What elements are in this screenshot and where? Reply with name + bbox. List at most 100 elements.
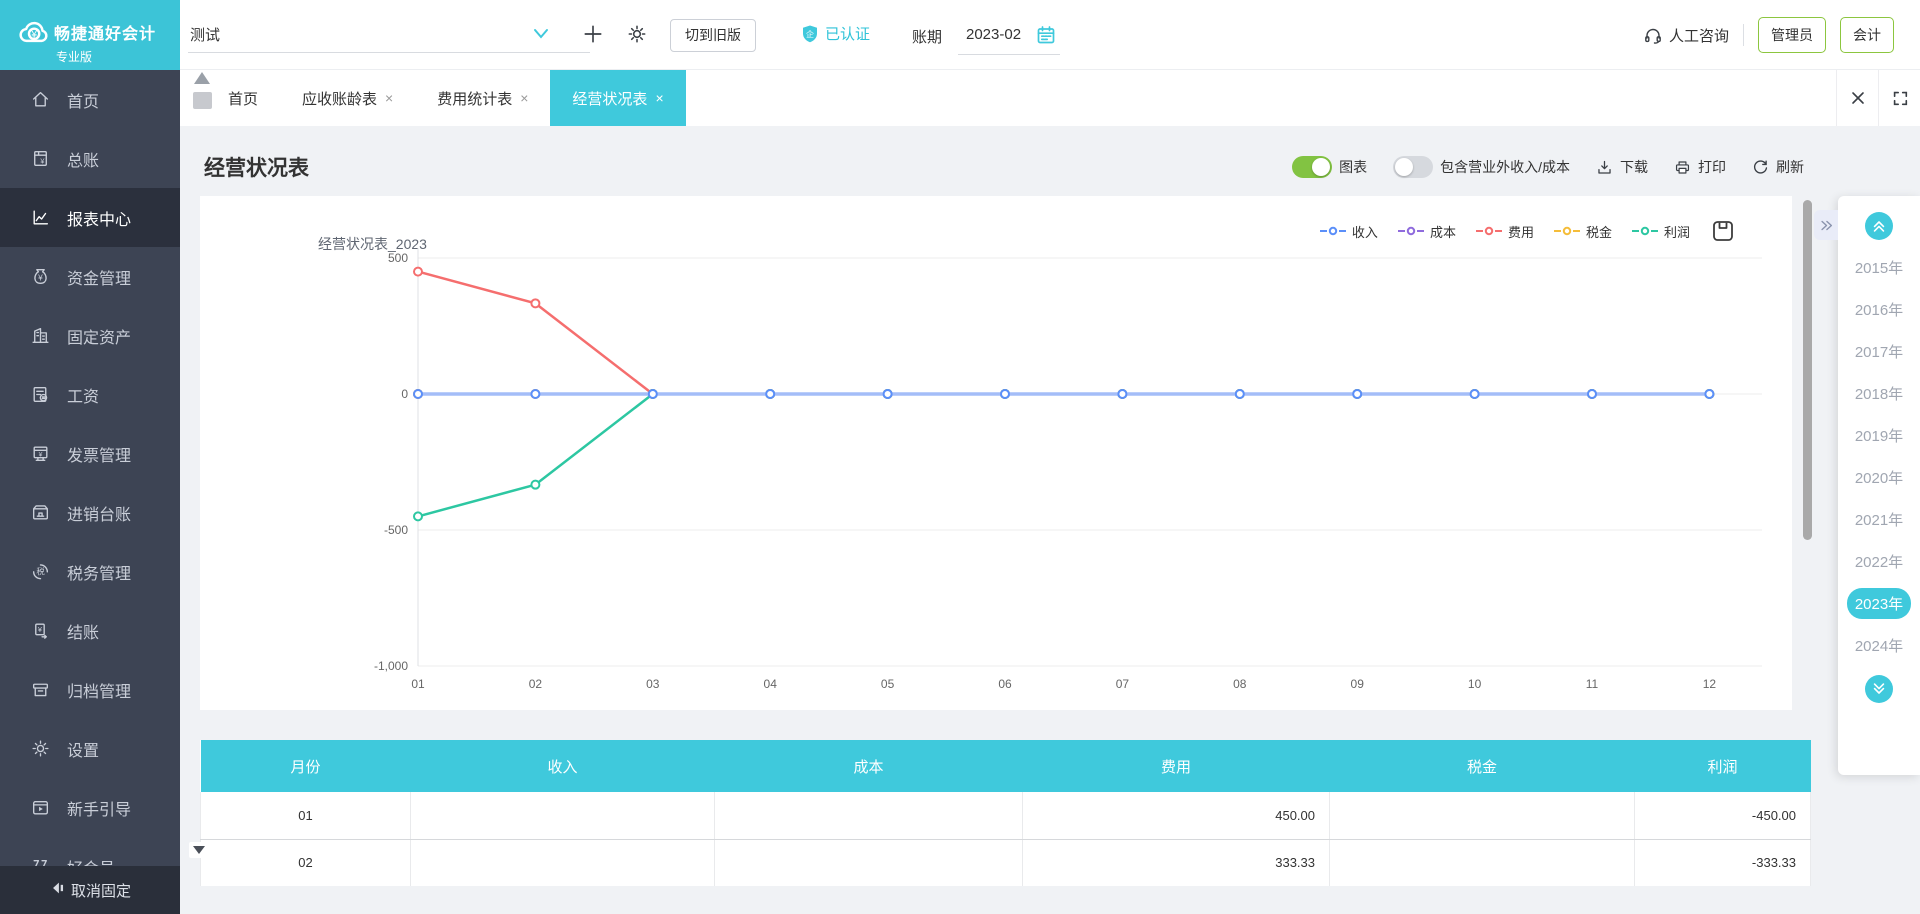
download-button[interactable]: 下载 [1596, 157, 1648, 177]
year-item-2018年[interactable]: 2018年 [1838, 372, 1920, 414]
year-item-2023年[interactable]: 2023年 [1838, 582, 1920, 624]
sidebar-item-资金管理[interactable]: ¥ 资金管理 [0, 247, 180, 306]
period-underline [958, 54, 1060, 55]
year-item-2019年[interactable]: 2019年 [1838, 414, 1920, 456]
tab-费用统计表[interactable]: 费用统计表 × [415, 70, 550, 126]
include-toggle-switch[interactable] [1393, 156, 1434, 178]
save-as-image-button[interactable] [1712, 220, 1734, 242]
svg-text:0: 0 [401, 387, 408, 401]
chevron-down-icon[interactable] [532, 27, 550, 46]
svg-text:税: 税 [36, 566, 45, 576]
app-edition: 专业版 [56, 50, 93, 64]
sidebar-item-label: 归档管理 [67, 683, 132, 701]
print-button[interactable]: 打印 [1674, 157, 1726, 177]
accountant-role-button[interactable]: 会计 [1840, 17, 1894, 53]
closing-icon: ¥ [30, 620, 51, 641]
year-item-2022年[interactable]: 2022年 [1838, 540, 1920, 582]
year-item-2020年[interactable]: 2020年 [1838, 456, 1920, 498]
sidebar-item-首页[interactable]: 首页 [0, 70, 180, 129]
page-title: 经营状况表 [204, 157, 309, 180]
table-cell: -450.00 [1634, 792, 1811, 840]
year-item-2017年[interactable]: 2017年 [1838, 330, 1920, 372]
period-value[interactable]: 2023-02 [966, 26, 1022, 43]
add-account-icon[interactable] [582, 23, 604, 50]
tab-经营状况表[interactable]: 经营状况表 × [550, 70, 686, 126]
sidebar-item-label: 新手引导 [67, 801, 132, 819]
certified-badge[interactable]: 企 已认证 [800, 23, 870, 44]
sidebar-item-发票管理[interactable]: ¥ 发票管理 [0, 424, 180, 483]
tab-应收账龄表[interactable]: 应收账龄表 × [280, 70, 415, 126]
legend-marker [1397, 226, 1424, 236]
table-row: 02 333.33 -333.33 [200, 839, 1811, 886]
sidebar-item-设置[interactable]: 设置 [0, 719, 180, 778]
include-nonoperating-toggle[interactable]: 包含营业外收入/成本 [1393, 156, 1570, 178]
sidebar-item-label: 资金管理 [67, 270, 132, 288]
sidebar-nav: 首页 ¥ 总账 报表中心 ¥ 资金管理 固定资产 工资 ¥ 发票管理 进销台账税 税务管理 ¥ 结账 归档管… [0, 70, 180, 866]
legend-item-费用[interactable]: 费用 [1475, 222, 1534, 241]
year-item-2016年[interactable]: 2016年 [1838, 288, 1920, 330]
double-chevron-up-icon [1873, 221, 1885, 232]
tab-close-icon[interactable]: × [385, 90, 394, 106]
printer-icon [1675, 160, 1690, 174]
admin-role-button[interactable]: 管理员 [1758, 17, 1826, 53]
years-scroll-down-button[interactable] [1865, 675, 1893, 703]
sidebar-scroll-thumb[interactable] [193, 92, 212, 109]
download-icon [1598, 160, 1611, 174]
legend-item-收入[interactable]: 收入 [1319, 222, 1378, 241]
support-link[interactable]: 人工咨询 [1643, 25, 1729, 46]
sidebar-scroll-up-arrow[interactable] [194, 72, 210, 84]
gear-icon[interactable] [626, 23, 648, 50]
years-scroll-up-button[interactable] [1865, 212, 1893, 240]
sidebar-item-好会员[interactable]: 好会员 [0, 837, 180, 866]
table-col-成本: 成本 [714, 740, 1023, 792]
calendar-icon[interactable] [1036, 25, 1056, 50]
table-cell [714, 792, 1023, 840]
year-item-2021年[interactable]: 2021年 [1838, 498, 1920, 540]
report-center-icon [30, 207, 51, 228]
sidebar-item-总账[interactable]: ¥ 总账 [0, 129, 180, 188]
unpin-sidebar-button[interactable]: 取消固定 [0, 866, 180, 914]
refresh-button[interactable]: 刷新 [1752, 157, 1804, 177]
year-label: 2019年 [1854, 427, 1904, 445]
tab-首页[interactable]: 首页 [206, 70, 280, 126]
chart-toggle[interactable]: 图表 [1292, 156, 1367, 178]
tab-close-icon[interactable]: × [520, 90, 529, 106]
legend-marker [1475, 226, 1502, 236]
sidebar-item-税务管理[interactable]: 税 税务管理 [0, 542, 180, 601]
fullscreen-button[interactable] [1878, 70, 1920, 126]
content-scrollbar-thumb[interactable] [1803, 200, 1812, 540]
svg-text:12: 12 [1703, 677, 1717, 691]
legend-item-税金[interactable]: 税金 [1553, 222, 1612, 241]
table-cell [714, 839, 1023, 886]
main-content: 经营状况表 图表 包含营业外收入/成本 下载 打印 [180, 126, 1920, 914]
year-item-2015年[interactable]: 2015年 [1838, 246, 1920, 288]
sidebar-item-新手引导[interactable]: 新手引导 [0, 778, 180, 837]
sidebar-item-固定资产[interactable]: 固定资产 [0, 306, 180, 365]
tabbar-actions [1836, 70, 1920, 126]
legend-item-成本[interactable]: 成本 [1397, 222, 1456, 241]
table-cell: 02 [200, 839, 411, 886]
table-row: 01 450.00 -450.00 [200, 792, 1811, 840]
year-label: 2023年 [1846, 587, 1912, 619]
sidebar-item-进销台账[interactable]: 进销台账 [0, 483, 180, 542]
table-cell [1329, 792, 1635, 840]
close-all-tabs-button[interactable] [1836, 70, 1878, 126]
tab-close-icon[interactable]: × [655, 90, 664, 106]
chart-toggle-switch[interactable] [1292, 156, 1333, 178]
expand-panel-handle[interactable] [1814, 210, 1838, 240]
sidebar-scroll-down-arrow[interactable] [189, 842, 208, 858]
sidebar-item-报表中心[interactable]: 报表中心 [0, 188, 180, 247]
sidebar-item-label: 税务管理 [67, 565, 132, 583]
sidebar-item-结账[interactable]: ¥ 结账 [0, 601, 180, 660]
year-item-2024年[interactable]: 2024年 [1838, 624, 1920, 666]
table-col-月份: 月份 [200, 740, 411, 792]
switch-old-version-button[interactable]: 切到旧版 [670, 19, 756, 52]
sidebar-item-工资[interactable]: 工资 [0, 365, 180, 424]
sidebar-item-归档管理[interactable]: 归档管理 [0, 660, 180, 719]
svg-text:¥: ¥ [30, 29, 37, 40]
top-bar: 测试 切到旧版 企 已认证 账期 2023-02 [180, 0, 1920, 70]
legend-label: 利润 [1663, 224, 1690, 240]
legend-item-利润[interactable]: 利润 [1631, 222, 1690, 241]
account-selector[interactable]: 测试 [190, 27, 221, 44]
table-cell: 333.33 [1022, 839, 1330, 886]
